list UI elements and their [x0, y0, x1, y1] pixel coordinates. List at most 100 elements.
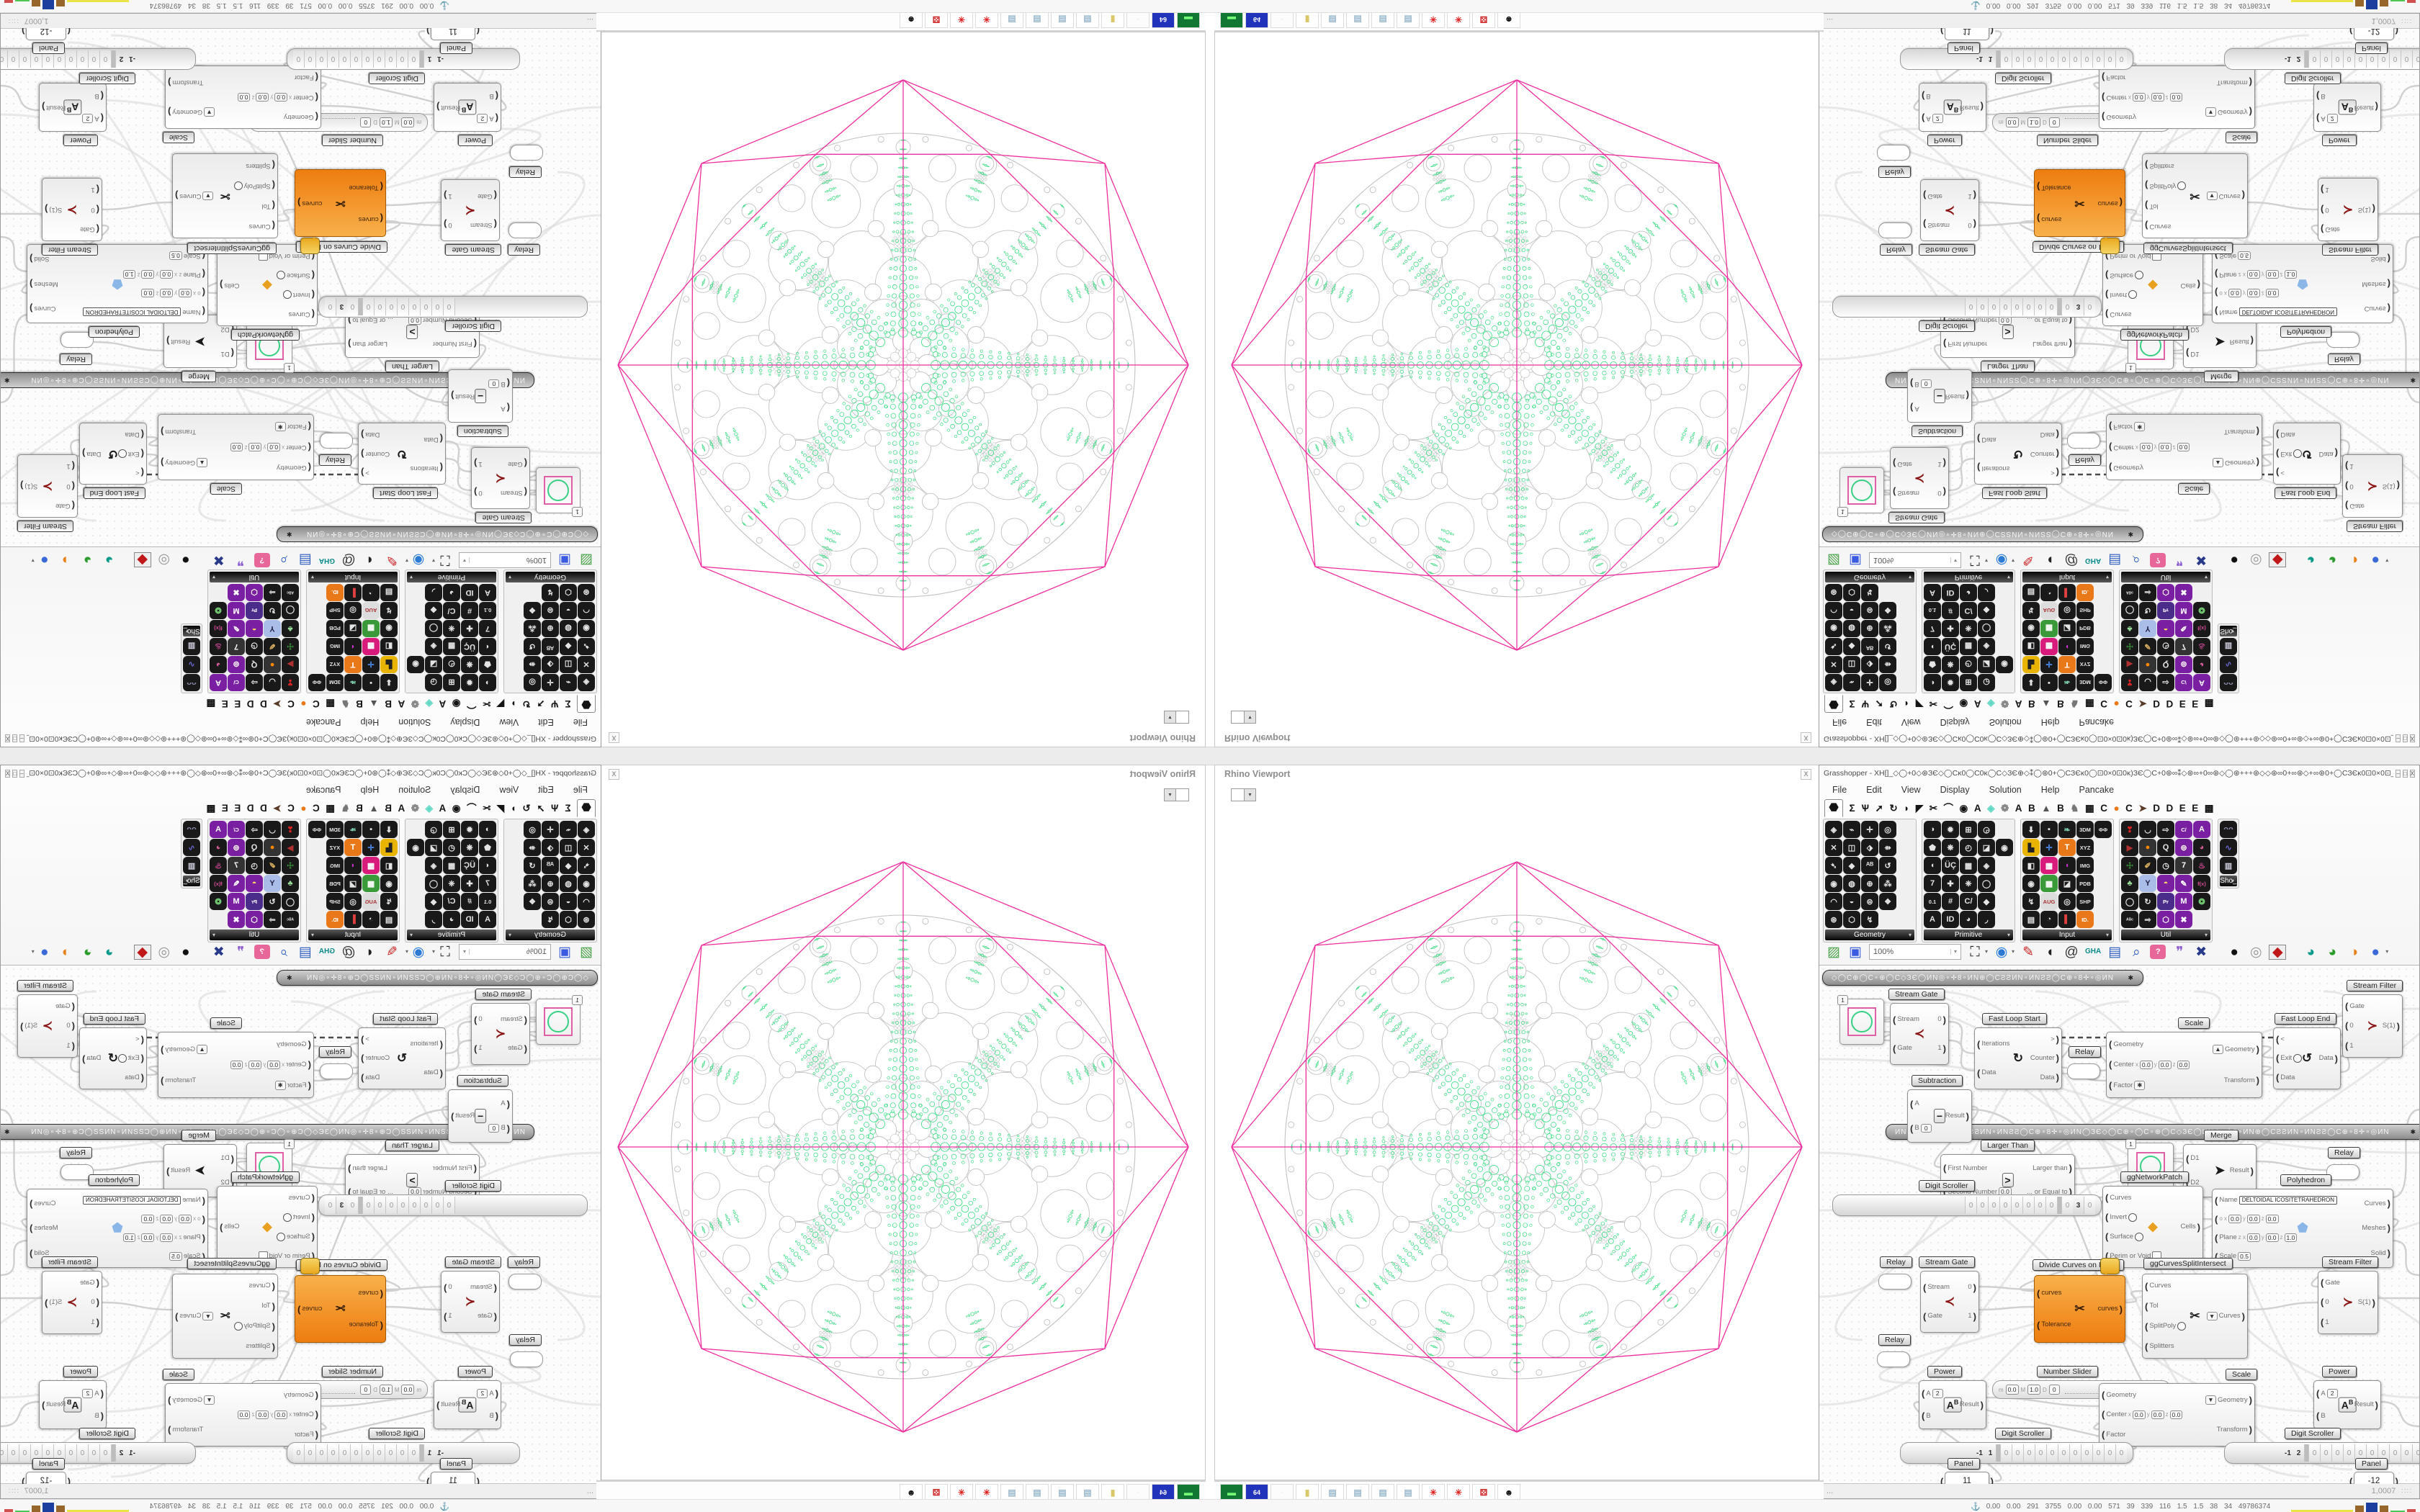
component-icon[interactable]: ↻: [264, 602, 281, 619]
component-icon[interactable]: ◪: [344, 620, 362, 637]
input-port[interactable]: (: [308, 1038, 311, 1050]
digit-cell[interactable]: 0: [2022, 1197, 2034, 1214]
folder-pane-icon[interactable]: ▮: [1101, 1484, 1124, 1500]
digit-cell[interactable]: 0: [2343, 1444, 2354, 1462]
folder-pane-icon[interactable]: ▮: [1296, 1484, 1319, 1500]
tab-6[interactable]: ◤: [1915, 698, 1924, 710]
ruby-gem-icon[interactable]: ◆: [133, 944, 151, 960]
input-port[interactable]: (: [315, 1390, 318, 1401]
component-icon[interactable]: ❈: [1960, 875, 1977, 892]
node-ggcurvessplitintersect[interactable]: ✂(Curves(Tol(SplitPoly(Splitters ▼ Curves): [172, 153, 278, 238]
panda-pane-icon[interactable]: ☻: [1497, 12, 1520, 28]
input-port[interactable]: (: [493, 1310, 497, 1322]
remote-definition-icon[interactable]: @: [2064, 552, 2079, 568]
input-port[interactable]: (: [1977, 462, 1981, 474]
component-icon[interactable]: ◖: [2058, 638, 2076, 655]
component-icon[interactable]: ◡: [264, 674, 281, 691]
component-icon[interactable]: ↺: [524, 857, 541, 874]
component-icon[interactable]: ❧: [344, 821, 362, 838]
component-icon[interactable]: ◖: [344, 638, 362, 655]
annotation-balloon[interactable]: [2100, 238, 2120, 254]
node-relay-label[interactable]: Relay: [508, 1256, 540, 1268]
notepad-pane-3-icon[interactable]: ▤: [1371, 12, 1394, 28]
input-port[interactable]: (: [2321, 1316, 2324, 1328]
digit-cell[interactable]: 1: [427, 55, 432, 63]
digit-cell[interactable]: 0: [328, 50, 339, 68]
component-icon[interactable]: ⊕: [542, 875, 559, 892]
node-digit-scroller-label[interactable]: Digit Scroller: [1995, 1428, 2051, 1439]
panel-label-input[interactable]: Input ▾: [2022, 930, 2112, 940]
value-chip[interactable]: 0: [488, 1123, 500, 1133]
scroller-cursor[interactable]: [112, 50, 116, 68]
remote-definition-icon[interactable]: @: [341, 552, 356, 568]
green-sphere-icon[interactable]: ◕: [2328, 552, 2336, 568]
output-port[interactable]: ): [82, 448, 86, 459]
menu-edit[interactable]: Edit: [538, 785, 554, 795]
digit-cell[interactable]: 0: [2035, 50, 2046, 68]
tab-18[interactable]: ▦: [2085, 698, 2094, 710]
digit-cell[interactable]: 2: [2296, 55, 2301, 63]
component-icon[interactable]: ❧: [2058, 674, 2076, 691]
component-icon[interactable]: ◯: [1978, 875, 1995, 892]
port-chip[interactable]: ▼: [202, 1311, 214, 1321]
menu-help[interactable]: Help: [360, 717, 380, 727]
orange-sphere-icon[interactable]: ◑: [62, 944, 71, 960]
component-icon[interactable]: ✎: [2175, 875, 2192, 892]
scroller-cursor[interactable]: [112, 1444, 116, 1462]
component-icon[interactable]: ∿: [2220, 656, 2237, 673]
input-port[interactable]: (: [524, 1043, 527, 1054]
node-fast-loop-start-label[interactable]: Fast Loop Start: [373, 1013, 438, 1025]
node-data-container[interactable]: 1: [536, 995, 583, 1045]
component-icon[interactable]: ID: [461, 584, 478, 601]
node-polyhedron-label[interactable]: Polyhedron: [88, 1174, 140, 1186]
component-icon[interactable]: ◍: [560, 875, 577, 892]
output-port[interactable]: ): [2387, 278, 2390, 289]
component-icon[interactable]: ❈: [1960, 620, 1977, 637]
quick-image-icon[interactable]: ▤: [298, 552, 312, 568]
tab-11[interactable]: ◈: [425, 698, 433, 710]
output-port[interactable]: ): [2256, 426, 2259, 437]
component-icon[interactable]: ▙: [380, 656, 398, 673]
component-icon[interactable]: ◖: [344, 857, 362, 874]
cluster-light-icon[interactable]: ◎: [2249, 944, 2262, 960]
digit-cell[interactable]: 0: [316, 50, 328, 68]
output-port[interactable]: ): [45, 204, 48, 215]
output-port[interactable]: ): [2387, 1197, 2390, 1209]
input-port[interactable]: (: [1910, 1122, 1914, 1134]
node-subtraction-label[interactable]: Subtraction: [1912, 1075, 1963, 1086]
digit-cell[interactable]: 0: [2401, 50, 2412, 68]
input-port[interactable]: (: [1922, 1410, 1925, 1421]
kv-value[interactable]: 0.0: [141, 288, 155, 298]
component-icon[interactable]: ◔: [2040, 584, 2058, 601]
component-icon[interactable]: ▩: [1960, 638, 1977, 655]
output-port[interactable]: ): [451, 390, 454, 402]
digit-cell[interactable]: 0: [2035, 1444, 2046, 1462]
quick-image-icon[interactable]: ▤: [2108, 944, 2122, 960]
component-icon[interactable]: ⬗: [542, 656, 559, 673]
value-chip[interactable]: 2: [2326, 114, 2338, 123]
component-icon[interactable]: ◔: [362, 911, 380, 928]
component-icon[interactable]: PDB: [2076, 620, 2094, 637]
scroller-cursor[interactable]: [420, 1444, 424, 1462]
component-icon[interactable]: ↺: [1879, 857, 1896, 874]
node-stream-gate-label[interactable]: Stream Gate: [1919, 244, 1975, 256]
input-port[interactable]: (: [493, 1282, 497, 1293]
component-icon[interactable]: T: [344, 656, 362, 673]
input-port[interactable]: (: [100, 113, 104, 124]
node-digit-scroller[interactable]: -1 1 0 0 0 0 0 0 0 0 0 0 0: [287, 1442, 520, 1464]
kv-value[interactable]: 0.0: [160, 1233, 174, 1243]
component-icon[interactable]: ✛: [1861, 674, 1878, 691]
component-icon[interactable]: ⇻: [524, 656, 541, 673]
tab-26[interactable]: E: [221, 698, 228, 710]
component-icon[interactable]: ⇨: [2157, 674, 2174, 691]
component-icon[interactable]: ⊕: [1861, 620, 1878, 637]
port-chip[interactable]: ▲: [197, 458, 208, 467]
remote-definition-icon[interactable]: @: [2064, 944, 2079, 960]
node-fast-loop-end-label[interactable]: Fast Loop End: [2275, 487, 2337, 499]
teal-sphere-icon[interactable]: ◕: [2306, 944, 2315, 960]
component-icon[interactable]: ⊛: [1825, 584, 1842, 601]
node-relay-label[interactable]: Relay: [509, 166, 542, 178]
cluster-dark-icon[interactable]: ●: [2230, 944, 2238, 960]
node-stream-gate[interactable]: ≺(Stream(Gate 0) 1): [1920, 179, 1979, 241]
component-icon[interactable]: ⬡: [560, 911, 577, 928]
